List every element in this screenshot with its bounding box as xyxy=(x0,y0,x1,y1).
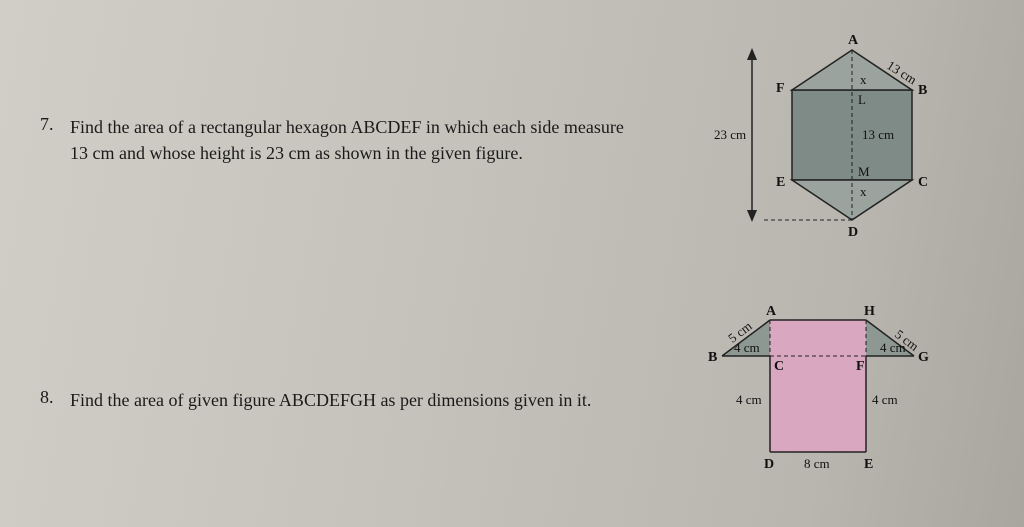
svg-text:L: L xyxy=(858,92,866,107)
svg-text:M: M xyxy=(858,164,870,179)
svg-text:8 cm: 8 cm xyxy=(804,456,830,471)
figure-7-container: 23 cmABCDEFLM13 cm13 cmxx xyxy=(660,30,984,250)
problem-8: 8. Find the area of given figure ABCDEFG… xyxy=(40,300,984,500)
svg-text:A: A xyxy=(848,33,859,48)
svg-text:13 cm: 13 cm xyxy=(862,127,894,142)
hexagon-figure: 23 cmABCDEFLM13 cm13 cmxx xyxy=(682,30,962,250)
svg-text:F: F xyxy=(776,81,785,96)
svg-text:E: E xyxy=(864,457,873,472)
problem-7: 7. Find the area of a rectangular hexago… xyxy=(40,30,984,250)
svg-text:23 cm: 23 cm xyxy=(714,127,746,142)
figure-8-container: AHBCFGDE5 cm5 cm4 cm4 cm4 cm4 cm8 cm xyxy=(660,300,984,500)
svg-text:C: C xyxy=(774,359,784,374)
svg-text:A: A xyxy=(766,304,777,319)
svg-text:4 cm: 4 cm xyxy=(872,392,898,407)
svg-text:B: B xyxy=(708,350,717,365)
octagon-figure: AHBCFGDE5 cm5 cm4 cm4 cm4 cm4 cm8 cm xyxy=(662,300,982,500)
problem-7-statement: Find the area of a rectangular hexagon A… xyxy=(70,114,630,166)
problem-7-number: 7. xyxy=(40,114,66,135)
problem-8-statement: Find the area of given figure ABCDEFGH a… xyxy=(70,387,630,413)
svg-text:G: G xyxy=(918,350,929,365)
problem-8-text: 8. Find the area of given figure ABCDEFG… xyxy=(40,387,660,413)
svg-text:E: E xyxy=(776,175,785,190)
svg-text:x: x xyxy=(860,72,867,87)
svg-text:4 cm: 4 cm xyxy=(880,340,906,355)
svg-text:x: x xyxy=(860,184,867,199)
problem-8-number: 8. xyxy=(40,387,66,408)
svg-text:F: F xyxy=(856,359,865,374)
svg-text:B: B xyxy=(918,83,927,98)
svg-text:4 cm: 4 cm xyxy=(736,392,762,407)
svg-text:C: C xyxy=(918,175,928,190)
svg-text:D: D xyxy=(764,457,774,472)
svg-text:D: D xyxy=(848,225,858,240)
problem-7-text: 7. Find the area of a rectangular hexago… xyxy=(40,114,660,166)
svg-text:H: H xyxy=(864,304,875,319)
page: 7. Find the area of a rectangular hexago… xyxy=(0,0,1024,527)
svg-text:4 cm: 4 cm xyxy=(734,340,760,355)
